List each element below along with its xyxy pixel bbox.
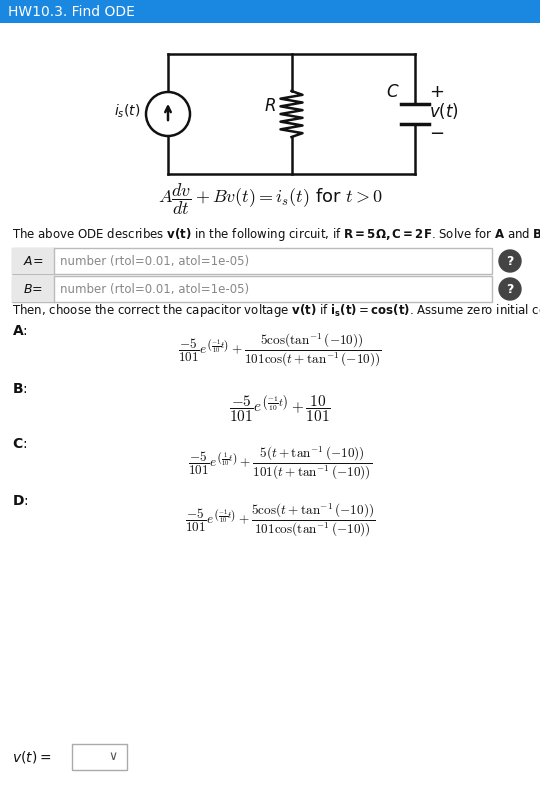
Text: number (rtol=0.01, atol=1e-05): number (rtol=0.01, atol=1e-05) xyxy=(60,255,249,268)
Text: $-$: $-$ xyxy=(429,123,444,141)
Text: $\mathbf{C}$:: $\mathbf{C}$: xyxy=(12,437,27,451)
Text: $\dfrac{-5}{101}e^{\left(\frac{-1}{10}t\right)} + \dfrac{5\cos(\tan^{-1}(-10))}{: $\dfrac{-5}{101}e^{\left(\frac{-1}{10}t\… xyxy=(178,331,382,369)
Text: $C$: $C$ xyxy=(386,83,400,101)
Text: $\dfrac{-5}{101}e^{\left(\frac{-1}{10}t\right)} + \dfrac{5\cos(t + \tan^{-1}(-10: $\dfrac{-5}{101}e^{\left(\frac{-1}{10}t\… xyxy=(185,502,375,539)
Bar xyxy=(12,248,54,274)
Bar xyxy=(12,248,492,274)
Text: $\mathbf{B}$:: $\mathbf{B}$: xyxy=(12,382,28,396)
Text: Then, choose the correct the capacitor voltage $\mathbf{v(t)}$ if $\mathbf{i_s(t: Then, choose the correct the capacitor v… xyxy=(12,302,540,319)
Text: $v(t)$: $v(t)$ xyxy=(429,101,459,121)
Text: $v(t) =$: $v(t) =$ xyxy=(12,749,51,765)
Text: $\mathbf{D}$:: $\mathbf{D}$: xyxy=(12,494,29,508)
Text: $\dfrac{-5}{101}e^{\left(\frac{1}{10}t\right)} + \dfrac{5(t + \tan^{-1}(-10))}{1: $\dfrac{-5}{101}e^{\left(\frac{1}{10}t\r… xyxy=(188,444,372,482)
Text: $i_s(t)$: $i_s(t)$ xyxy=(113,102,140,120)
Text: $A\dfrac{dv}{dt} + Bv(t) = i_s(t)$ for $t > 0$: $A\dfrac{dv}{dt} + Bv(t) = i_s(t)$ for $… xyxy=(158,181,382,217)
Text: ?: ? xyxy=(507,255,514,268)
Text: number (rtol=0.01, atol=1e-05): number (rtol=0.01, atol=1e-05) xyxy=(60,282,249,295)
Text: $\mathbf{A}$:: $\mathbf{A}$: xyxy=(12,324,28,338)
Text: HW10.3. Find ODE: HW10.3. Find ODE xyxy=(8,5,135,19)
Bar xyxy=(12,276,492,302)
Bar xyxy=(12,276,54,302)
Circle shape xyxy=(146,92,190,136)
Text: The above ODE describes $\mathbf{v(t)}$ in the following circuit, if $\mathbf{R : The above ODE describes $\mathbf{v(t)}$ … xyxy=(12,226,540,243)
Text: $\dfrac{-5}{101}e^{\left(\frac{-1}{10}t\right)} + \dfrac{10}{101}$: $\dfrac{-5}{101}e^{\left(\frac{-1}{10}t\… xyxy=(229,394,331,425)
Text: ∨: ∨ xyxy=(109,751,118,764)
Text: $+$: $+$ xyxy=(429,83,444,101)
Text: ?: ? xyxy=(507,282,514,295)
Text: $A\!=\!$: $A\!=\!$ xyxy=(23,255,43,268)
Bar xyxy=(0,0,540,23)
Circle shape xyxy=(499,278,521,300)
Circle shape xyxy=(499,250,521,272)
Text: $R$: $R$ xyxy=(264,97,275,115)
Text: $B\!=\!$: $B\!=\!$ xyxy=(23,282,43,295)
Bar xyxy=(72,744,127,770)
